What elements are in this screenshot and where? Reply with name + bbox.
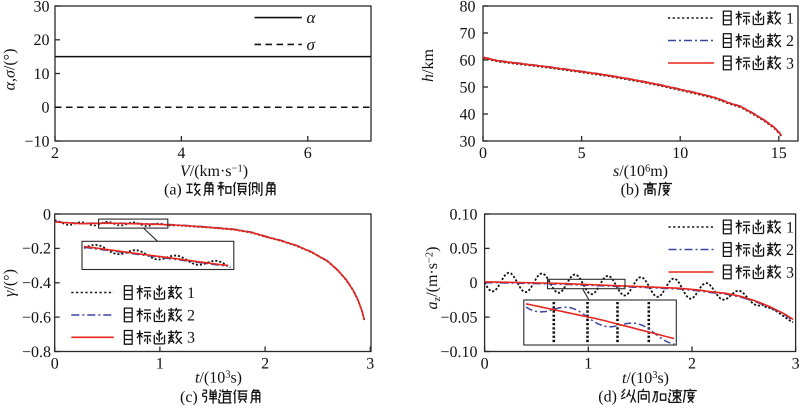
svg-text:2: 2: [51, 145, 59, 162]
svg-text:0: 0: [470, 275, 478, 292]
svg-text:0: 0: [51, 355, 59, 372]
svg-text:2: 2: [786, 242, 794, 259]
svg-text:V/(km·s−1): V/(km·s−1): [180, 163, 248, 180]
svg-text:5: 5: [578, 145, 586, 162]
svg-text:1: 1: [786, 10, 794, 27]
svg-text:20: 20: [34, 32, 50, 49]
svg-text:70: 70: [460, 25, 476, 42]
svg-text:0: 0: [481, 355, 489, 372]
svg-text:t/(103s): t/(103s): [195, 369, 242, 386]
svg-text:−0.8: −0.8: [22, 344, 51, 361]
svg-text:15: 15: [771, 145, 787, 162]
svg-text:3: 3: [366, 355, 374, 372]
svg-text:h/km: h/km: [420, 49, 437, 82]
svg-text:σ: σ: [307, 35, 316, 54]
svg-text:−0.10: −0.10: [440, 344, 477, 361]
svg-text:−0.6: −0.6: [22, 309, 51, 326]
svg-text:6: 6: [304, 145, 312, 162]
svg-text:1: 1: [187, 285, 195, 302]
svg-text:3: 3: [187, 330, 195, 347]
svg-text:−0.2: −0.2: [22, 241, 51, 258]
svg-text:(c): (c): [180, 389, 198, 405]
svg-text:s/(106m): s/(106m): [613, 163, 668, 180]
svg-text:10: 10: [672, 145, 688, 162]
svg-text:az/(m·s−2): az/(m·s−2): [424, 247, 443, 310]
svg-text:−0.4: −0.4: [22, 275, 51, 292]
svg-text:0.10: 0.10: [450, 206, 478, 223]
svg-text:(d): (d): [598, 388, 617, 405]
svg-text:0: 0: [479, 145, 487, 162]
svg-text:−10: −10: [24, 133, 49, 150]
svg-text:α: α: [307, 8, 317, 27]
svg-text:30: 30: [460, 133, 476, 150]
svg-text:3: 3: [786, 264, 794, 281]
svg-text:4: 4: [177, 145, 185, 162]
svg-text:10: 10: [34, 66, 50, 83]
svg-text:1: 1: [786, 219, 794, 236]
svg-text:60: 60: [460, 52, 476, 69]
svg-text:−0.05: −0.05: [440, 309, 477, 326]
svg-text:80: 80: [460, 0, 476, 15]
svg-text:0.05: 0.05: [450, 241, 478, 258]
svg-text:2: 2: [261, 355, 269, 372]
svg-text:3: 3: [786, 55, 794, 72]
svg-text:3: 3: [792, 355, 800, 372]
svg-text:γ/(°): γ/(°): [2, 269, 19, 297]
svg-text:0: 0: [42, 100, 50, 117]
svg-text:1: 1: [156, 355, 164, 372]
svg-text:50: 50: [460, 79, 476, 96]
svg-text:α,σ/(°): α,σ/(°): [2, 49, 19, 91]
svg-text:30: 30: [34, 0, 50, 15]
svg-text:0: 0: [43, 206, 51, 223]
svg-text:1: 1: [584, 355, 592, 372]
svg-text:(b): (b): [621, 181, 640, 198]
svg-text:2: 2: [688, 355, 696, 372]
svg-text:(a): (a): [164, 181, 182, 198]
svg-text:t/(103s): t/(103s): [622, 370, 669, 387]
svg-text:2: 2: [786, 33, 794, 50]
svg-text:40: 40: [460, 106, 476, 123]
svg-text:2: 2: [187, 307, 195, 324]
